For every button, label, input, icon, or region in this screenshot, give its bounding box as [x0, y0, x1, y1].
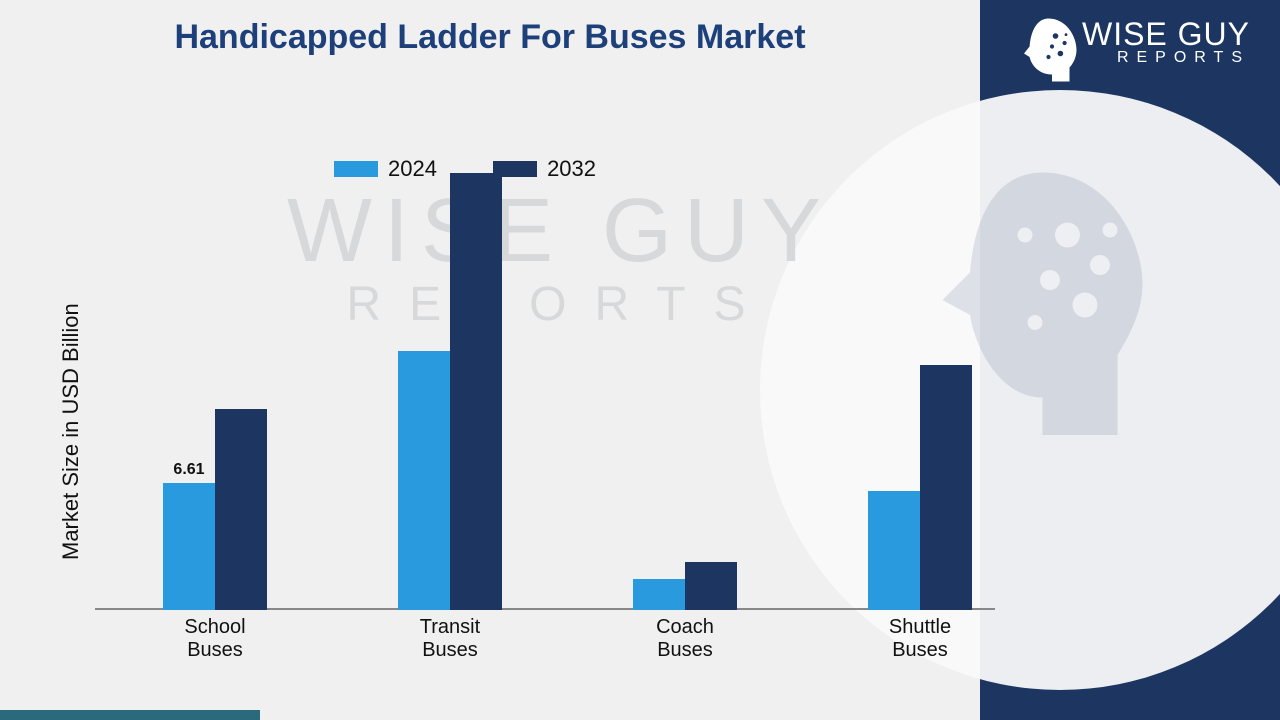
bar-coach-2024	[633, 579, 685, 610]
plot-area: 6.61	[95, 150, 995, 610]
bar-school-2024	[163, 483, 215, 610]
bar-transit-2024	[398, 351, 450, 610]
brand-line2: REPORTS	[1082, 50, 1250, 66]
brand-line1: WISE GUY	[1082, 18, 1250, 50]
brand-head-icon	[1010, 15, 1080, 85]
bar-school-2032	[215, 409, 267, 610]
x-label-coach: CoachBuses	[605, 616, 765, 662]
value-label: 6.61	[153, 461, 225, 479]
x-label-school: SchoolBuses	[135, 616, 295, 662]
bar-shuttle-2032	[920, 365, 972, 610]
bar-coach-2032	[685, 562, 737, 610]
bottom-accent-bar	[0, 710, 260, 720]
chart-title: Handicapped Ladder For Buses Market	[0, 18, 980, 57]
chart-stage: Handicapped Ladder For Buses Market WISE…	[0, 0, 1280, 720]
y-axis-label: Market Size in USD Billion	[58, 303, 84, 560]
brand-logo-text: WISE GUY REPORTS	[1082, 18, 1250, 66]
bar-transit-2032	[450, 173, 502, 610]
bar-shuttle-2024	[868, 491, 920, 610]
x-label-shuttle: ShuttleBuses	[840, 616, 1000, 662]
x-label-transit: TransitBuses	[370, 616, 530, 662]
